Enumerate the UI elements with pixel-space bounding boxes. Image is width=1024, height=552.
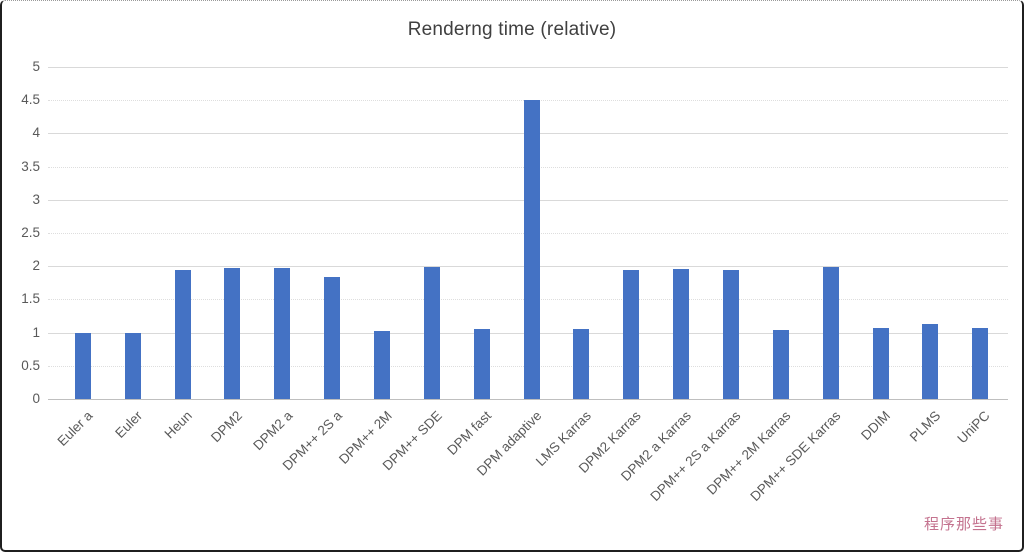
bar-dpm-sde-karras [822, 266, 839, 399]
watermark-text: 程序那些事 [923, 515, 1004, 533]
x-tick-label: DPM++ 2M Karras [703, 408, 794, 498]
bar-dpm2-karras [623, 269, 640, 399]
x-tick-label: PLMS [906, 408, 943, 445]
bar-unipc [972, 327, 989, 399]
x-tick-label: DPM++ 2S a Karras [647, 408, 744, 505]
y-tick-label: 2 [32, 258, 40, 274]
x-tick-label: Euler a [54, 408, 96, 449]
bar-dpm-adaptive [523, 100, 540, 399]
x-tick-label: DDIM [858, 408, 894, 444]
x-tick-label: DPM++ SDE Karras [747, 408, 844, 505]
y-tick-label: 0.5 [21, 357, 40, 373]
bar-heun [174, 270, 191, 399]
x-tick-label: UniPC [954, 408, 993, 447]
bar-dpm-fast [473, 329, 490, 399]
gridline [48, 67, 1008, 68]
y-tick-label: 3 [32, 191, 40, 207]
bar-ddim [872, 327, 889, 399]
y-tick-label: 4.5 [21, 92, 40, 108]
y-tick-label: 5 [32, 59, 40, 74]
chart-title: Renderng time (relative) [407, 19, 617, 40]
y-tick-label: 1 [32, 324, 40, 340]
gridline [48, 399, 1008, 400]
bar-dpm2-a [274, 268, 291, 399]
x-tick-label: DPM2 [207, 408, 246, 446]
y-tick-label: 2.5 [21, 225, 40, 240]
bar-dpm-2s-a-karras [722, 269, 739, 399]
bar-dpm2 [224, 268, 241, 399]
bar-euler-a [74, 332, 91, 399]
bar-dpm2-a-karras [673, 268, 690, 399]
y-tick-label: 4 [32, 125, 40, 141]
y-tick-label: 3.5 [21, 158, 40, 174]
y-tick-label: 1.5 [21, 291, 40, 307]
bar-dpm-2s-a [324, 277, 341, 399]
x-tick-label: Euler [112, 408, 146, 441]
bar-lms-karras [573, 329, 590, 399]
y-tick-label: 0 [32, 391, 40, 406]
bar-plms [922, 323, 939, 399]
bar-dpm-2m [374, 330, 391, 399]
bar-dpm-2m-karras [772, 329, 789, 399]
x-tick-label: Heun [161, 408, 196, 442]
x-tick-label: DPM fast [444, 408, 495, 458]
bar-euler [124, 332, 141, 399]
bar-dpm-sde [423, 266, 440, 399]
x-tick-label: DPM2 a [249, 408, 295, 454]
